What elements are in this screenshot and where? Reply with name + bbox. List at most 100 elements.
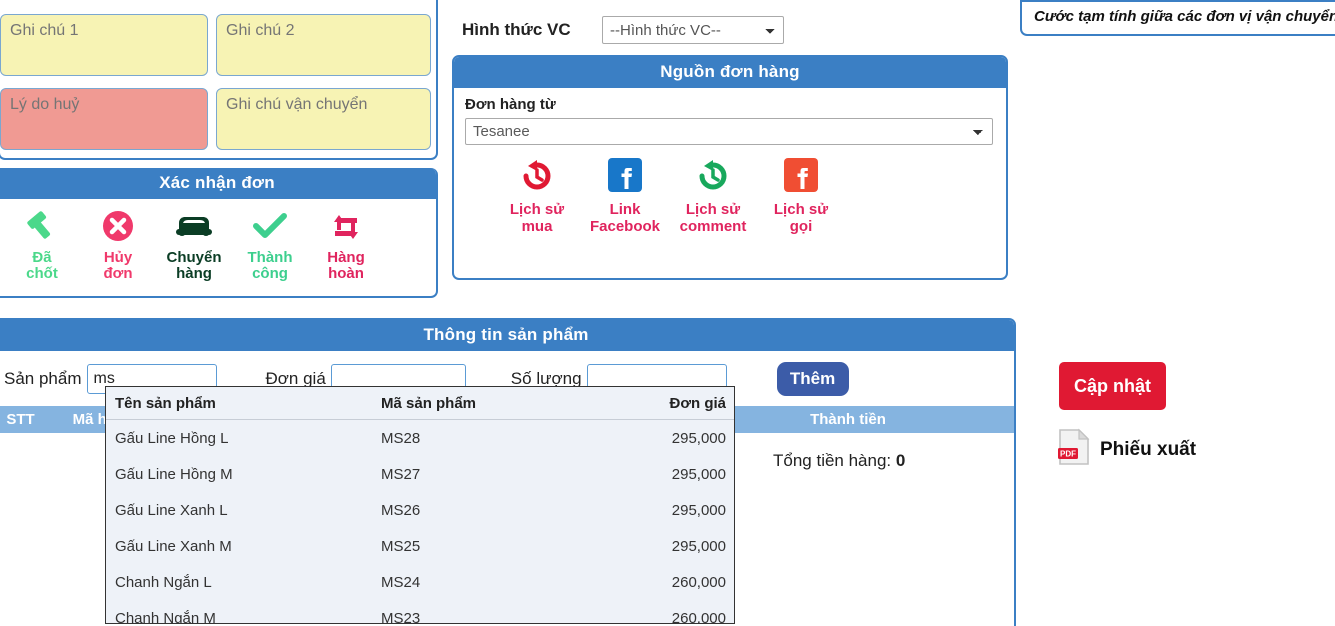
total-amount-row: Tổng tiền hàng: 0 — [773, 433, 1014, 471]
pdf-badge-text: PDF — [1060, 449, 1076, 458]
link-label: gọi — [789, 218, 813, 235]
action-label: chốt — [26, 265, 58, 282]
order-source-body: Đơn hàng từ Tesanee Lịch sử mua — [454, 88, 1006, 236]
link-lich-su-goi[interactable]: Lịch sử gọi — [757, 154, 845, 236]
link-label: comment — [679, 218, 747, 235]
order-confirm-actions: Đã chốt Hủy đơn — [0, 199, 436, 283]
action-label: Chuyển — [166, 249, 222, 266]
item-code: MS23 — [381, 610, 421, 624]
item-name: Gấu Line Xanh L — [115, 502, 228, 519]
action-hang-hoan[interactable]: Hàng hoàn — [308, 207, 384, 283]
export-pdf-link[interactable]: PDF Phiếu xuất — [1057, 428, 1196, 471]
order-source-links: Lịch sử mua Link Facebook — [465, 145, 996, 236]
product-info-title: Thông tin sản phẩm — [0, 320, 1014, 351]
action-label: Đã — [32, 249, 52, 266]
shipping-method-label: Hình thức VC — [462, 20, 571, 39]
note2-textarea[interactable] — [216, 14, 431, 76]
product-name-label: Sản phẩm — [4, 369, 82, 388]
item-price: 260,000 — [671, 610, 726, 624]
link-label: Link — [609, 201, 641, 218]
shipping-method-row: Hình thức VC --Hình thức VC-- — [462, 16, 1002, 44]
shipping-note-textarea[interactable] — [216, 88, 431, 150]
gavel-icon — [4, 207, 80, 245]
add-product-button[interactable]: Thêm — [776, 362, 849, 396]
column-stt: STT — [6, 411, 35, 428]
item-code: MS28 — [381, 430, 421, 447]
item-code: MS24 — [381, 574, 421, 591]
export-pdf-label: Phiếu xuất — [1100, 438, 1197, 460]
action-label: Hàng — [327, 249, 365, 266]
link-label: Lịch sử — [509, 201, 565, 218]
autocomplete-column-price: Đơn giá — [669, 395, 727, 412]
action-label: Thành — [247, 249, 293, 266]
item-price: 295,000 — [671, 502, 726, 519]
action-label: công — [252, 265, 288, 282]
order-from-label: Đơn hàng từ — [465, 96, 556, 113]
shipping-fee-panel: Cước tạm tính giữa các đơn vị vận chuyển — [1020, 0, 1335, 36]
autocomplete-column-name: Tên sản phẩm — [115, 395, 216, 412]
list-item[interactable]: Chanh Ngắn M MS23 260,000 — [106, 600, 734, 624]
item-name: Chanh Ngắn L — [115, 574, 212, 591]
action-label: Hủy — [103, 249, 133, 266]
action-label: hoàn — [328, 265, 364, 282]
link-label: Facebook — [589, 218, 661, 235]
item-code: MS25 — [381, 538, 421, 555]
circle-x-icon — [80, 207, 156, 245]
action-huy-don[interactable]: Hủy đơn — [80, 207, 156, 283]
quantity-label: Số lượng — [510, 369, 582, 388]
order-confirm-panel: Xác nhận đơn Đã chốt — [0, 168, 438, 298]
link-label: Lịch sử — [773, 201, 829, 218]
item-name: Gấu Line Xanh M — [115, 538, 232, 555]
order-confirm-title: Xác nhận đơn — [0, 168, 436, 199]
action-label: hàng — [176, 265, 212, 282]
action-thanh-cong[interactable]: Thành công — [232, 207, 308, 283]
autocomplete-column-code: Mã sản phẩm — [381, 395, 477, 412]
link-label: Lịch sử — [685, 201, 741, 218]
action-label: đơn — [103, 265, 133, 282]
update-button[interactable]: Cập nhật — [1059, 362, 1166, 410]
item-code: MS27 — [381, 466, 421, 483]
shipping-fee-note: Cước tạm tính giữa các đơn vị vận chuyển — [1034, 8, 1335, 25]
item-price: 295,000 — [671, 430, 726, 447]
autocomplete-header: Tên sản phẩm Mã sản phẩm Đơn giá — [106, 387, 734, 420]
link-label: mua — [521, 218, 553, 235]
facebook-icon — [581, 154, 669, 196]
list-item[interactable]: Chanh Ngắn L MS24 260,000 — [106, 564, 734, 600]
link-lich-su-mua[interactable]: Lịch sử mua — [493, 154, 581, 236]
return-arrows-icon — [308, 207, 384, 245]
item-name: Gấu Line Hồng L — [115, 430, 229, 447]
cancel-reason-textarea[interactable] — [0, 88, 208, 150]
list-item[interactable]: Gấu Line Hồng L MS28 295,000 — [106, 420, 734, 456]
link-facebook[interactable]: Link Facebook — [581, 154, 669, 236]
column-thanh-tien: Thành tiền — [810, 411, 886, 428]
list-item[interactable]: Gấu Line Xanh L MS26 295,000 — [106, 492, 734, 528]
car-icon — [156, 207, 232, 245]
item-price: 260,000 — [671, 574, 726, 591]
order-source-panel: Nguồn đơn hàng Đơn hàng từ Tesanee Lịch … — [452, 55, 1008, 280]
check-icon — [232, 207, 308, 245]
notes-panel — [0, 0, 438, 160]
history-undo-icon — [669, 154, 757, 196]
total-amount-value: 0 — [895, 451, 906, 470]
order-source-title: Nguồn đơn hàng — [454, 57, 1006, 88]
item-code: MS26 — [381, 502, 421, 519]
shipping-fee-title — [1022, 0, 1335, 2]
order-from-select[interactable]: Tesanee — [465, 118, 993, 145]
action-chuyen-hang[interactable]: Chuyển hàng — [156, 207, 232, 283]
list-item[interactable]: Gấu Line Hồng M MS27 295,000 — [106, 456, 734, 492]
item-name: Chanh Ngắn M — [115, 610, 216, 624]
history-undo-icon — [493, 154, 581, 196]
facebook-icon — [757, 154, 845, 196]
list-item[interactable]: Gấu Line Xanh M MS25 295,000 — [106, 528, 734, 564]
item-price: 295,000 — [671, 466, 726, 483]
unit-price-label: Đơn giá — [265, 369, 326, 388]
link-lich-su-comment[interactable]: Lịch sử comment — [669, 154, 757, 236]
shipping-method-select[interactable]: --Hình thức VC-- — [602, 16, 784, 44]
product-autocomplete-dropdown[interactable]: Tên sản phẩm Mã sản phẩm Đơn giá Gấu Lin… — [105, 386, 735, 624]
total-amount-label: Tổng tiền hàng: — [773, 451, 892, 470]
item-name: Gấu Line Hồng M — [115, 466, 233, 483]
item-price: 295,000 — [671, 538, 726, 555]
action-da-chot[interactable]: Đã chốt — [4, 207, 80, 283]
note1-textarea[interactable] — [0, 14, 208, 76]
